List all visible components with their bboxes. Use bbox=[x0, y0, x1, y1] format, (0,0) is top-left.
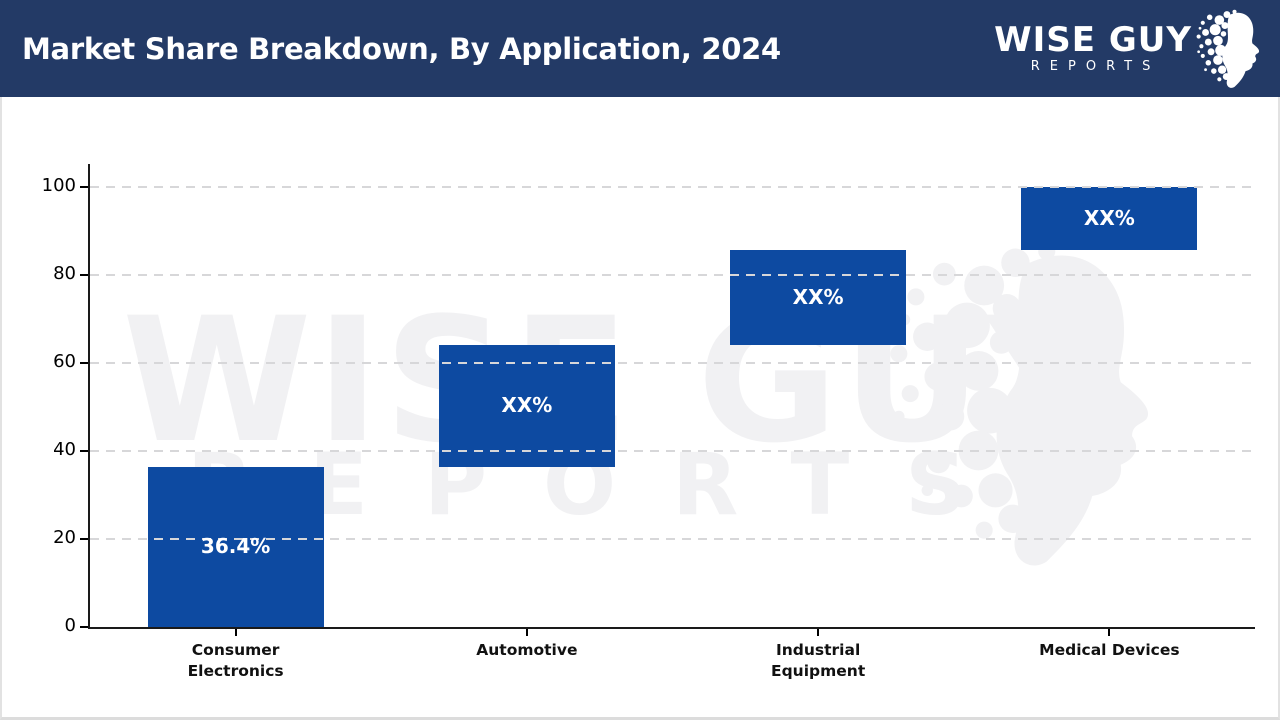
y-tick-label: 60 bbox=[53, 350, 76, 372]
header-bar: Market Share Breakdown, By Application, … bbox=[0, 0, 1280, 97]
y-tick-label: 0 bbox=[64, 615, 76, 636]
gridline bbox=[90, 449, 1255, 452]
dotted-head-logo-icon bbox=[1196, 9, 1260, 88]
x-axis-line bbox=[88, 627, 1255, 629]
gridline bbox=[90, 537, 1255, 540]
category-label: Medical Devices bbox=[964, 640, 1254, 661]
brand-logo-text: WISE GUY REPORTS bbox=[994, 23, 1192, 74]
gridline bbox=[90, 361, 1255, 364]
bar-industrial-equipment bbox=[730, 250, 907, 346]
y-tick-mark bbox=[80, 185, 89, 188]
y-tick-mark bbox=[80, 273, 89, 276]
brand-name: WISE GUY bbox=[994, 20, 1192, 60]
category-label-line: Automotive bbox=[476, 641, 578, 659]
bar-value-label: XX% bbox=[1083, 205, 1135, 230]
bar-value-label: XX% bbox=[792, 284, 844, 309]
y-tick-mark bbox=[80, 361, 89, 364]
brand-logo: WISE GUY REPORTS bbox=[994, 9, 1264, 89]
category-label: Consumer Electronics bbox=[91, 640, 381, 682]
category-label-line: Industrial bbox=[775, 641, 861, 659]
gridline bbox=[90, 273, 1255, 276]
y-tick-label: 80 bbox=[53, 262, 76, 284]
x-tick-mark bbox=[234, 629, 237, 636]
category-label: Automotive bbox=[382, 640, 672, 661]
watermark-head-icon bbox=[890, 242, 1149, 566]
category-label-line: Consumer bbox=[191, 641, 280, 659]
category-label-line: Equipment bbox=[771, 662, 866, 680]
y-axis-line bbox=[88, 164, 90, 629]
bar-medical-devices bbox=[1021, 186, 1198, 251]
y-tick-mark bbox=[80, 537, 89, 540]
x-tick-mark bbox=[817, 629, 820, 636]
category-label-line: Electronics bbox=[187, 662, 284, 680]
category-label-line: Medical Devices bbox=[1039, 641, 1180, 659]
page-title: Market Share Breakdown, By Application, … bbox=[22, 31, 781, 66]
category-label: Industrial Equipment bbox=[673, 640, 963, 682]
y-tick-label: 20 bbox=[53, 526, 76, 548]
y-tick-mark bbox=[80, 626, 89, 628]
watermark-text: WISE GUY bbox=[122, 280, 1115, 481]
y-tick-label: 100 bbox=[41, 174, 76, 196]
bar-automotive bbox=[438, 345, 615, 467]
y-tick-label: 40 bbox=[53, 438, 76, 460]
gridline bbox=[90, 185, 1255, 188]
brand-subname: REPORTS bbox=[1030, 59, 1161, 74]
x-tick-mark bbox=[525, 629, 528, 636]
x-tick-mark bbox=[1108, 629, 1111, 636]
bar-consumer-electronics bbox=[147, 466, 324, 627]
bar-value-label: XX% bbox=[501, 392, 553, 417]
y-tick-mark bbox=[80, 449, 89, 452]
bar-value-label: 36.4% bbox=[200, 533, 271, 558]
